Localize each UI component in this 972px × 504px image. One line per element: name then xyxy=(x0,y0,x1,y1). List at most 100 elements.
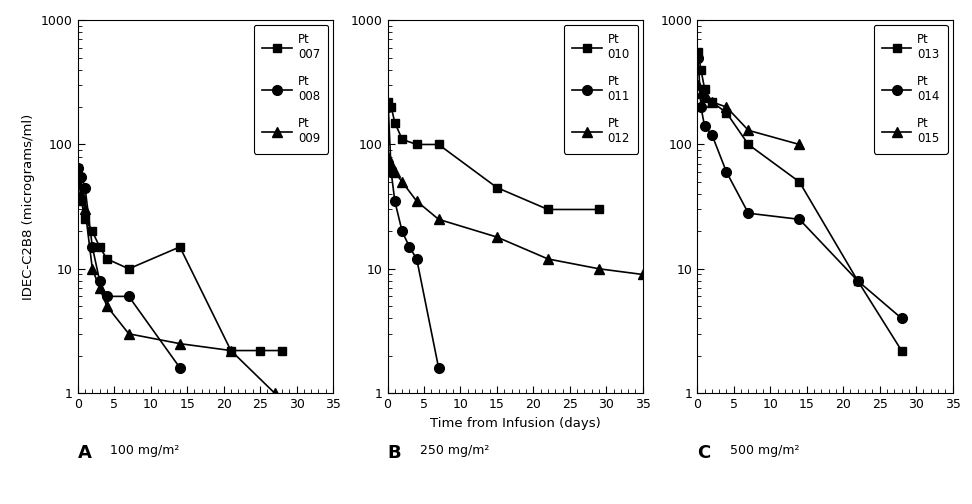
Pt
012 xyxy=(491,234,503,240)
Pt
013 xyxy=(895,348,907,354)
Pt
011 xyxy=(403,244,415,250)
Pt
015 xyxy=(743,128,754,134)
Pt
008 xyxy=(101,293,113,299)
Pt
014 xyxy=(720,169,732,175)
Text: 250 mg/m²: 250 mg/m² xyxy=(412,444,489,457)
Pt
008 xyxy=(80,184,91,191)
Line: Pt
009: Pt 009 xyxy=(74,177,280,398)
Pt
012 xyxy=(433,216,444,222)
Pt
008 xyxy=(123,293,135,299)
Line: Pt
012: Pt 012 xyxy=(383,152,647,279)
Text: B: B xyxy=(388,444,401,462)
Pt
007 xyxy=(76,198,87,204)
Pt
013 xyxy=(743,142,754,148)
Pt
014 xyxy=(743,210,754,216)
Pt
011 xyxy=(385,169,397,175)
Line: Pt
013: Pt 013 xyxy=(694,48,906,355)
Text: 500 mg/m²: 500 mg/m² xyxy=(721,444,799,457)
Legend: Pt
007, Pt
008, Pt
009: Pt 007, Pt 008, Pt 009 xyxy=(254,25,329,154)
Pt
009 xyxy=(80,207,91,213)
Pt
007 xyxy=(226,348,237,354)
Pt
009 xyxy=(269,390,281,396)
Pt
009 xyxy=(174,341,186,347)
Pt
011 xyxy=(397,228,408,234)
Pt
008 xyxy=(73,165,85,171)
Pt
007 xyxy=(174,244,186,250)
Pt
010 xyxy=(593,207,605,213)
Pt
007 xyxy=(80,216,91,222)
Legend: Pt
010, Pt
011, Pt
012: Pt 010, Pt 011, Pt 012 xyxy=(564,25,638,154)
Pt
009 xyxy=(73,179,85,185)
Pt
007 xyxy=(276,348,288,354)
Text: A: A xyxy=(78,444,91,462)
Pt
014 xyxy=(793,216,805,222)
Legend: Pt
013, Pt
014, Pt
015: Pt 013, Pt 014, Pt 015 xyxy=(874,25,948,154)
Pt
010 xyxy=(542,207,554,213)
Pt
011 xyxy=(389,198,400,204)
Pt
015 xyxy=(720,104,732,110)
Line: Pt
014: Pt 014 xyxy=(693,53,906,323)
Pt
008 xyxy=(174,365,186,371)
Line: Pt
007: Pt 007 xyxy=(74,172,286,355)
Pt
015 xyxy=(692,82,704,88)
Pt
010 xyxy=(411,142,423,148)
Pt
009 xyxy=(76,191,87,197)
Pt
013 xyxy=(695,67,707,73)
Pt
012 xyxy=(411,198,423,204)
Text: C: C xyxy=(697,444,711,462)
Line: Pt
010: Pt 010 xyxy=(384,98,604,214)
Pt
008 xyxy=(76,174,87,180)
Pt
015 xyxy=(793,142,805,148)
Pt
011 xyxy=(382,104,394,110)
Pt
014 xyxy=(706,132,717,138)
Pt
013 xyxy=(699,86,711,92)
X-axis label: Time from Infusion (days): Time from Infusion (days) xyxy=(430,416,601,429)
Pt
011 xyxy=(411,256,423,262)
Pt
007 xyxy=(73,174,85,180)
Line: Pt
008: Pt 008 xyxy=(74,163,185,372)
Pt
011 xyxy=(433,365,444,371)
Pt
012 xyxy=(382,154,394,160)
Line: Pt
011: Pt 011 xyxy=(383,102,443,372)
Pt
010 xyxy=(397,136,408,142)
Pt
012 xyxy=(389,169,400,175)
Pt
009 xyxy=(87,266,98,272)
Pt
009 xyxy=(101,303,113,309)
Pt
013 xyxy=(793,179,805,185)
Pt
008 xyxy=(94,278,106,284)
Y-axis label: IDEC-C2B8 (micrograms/ml): IDEC-C2B8 (micrograms/ml) xyxy=(22,113,35,300)
Pt
008 xyxy=(87,244,98,250)
Pt
013 xyxy=(720,110,732,116)
Pt
007 xyxy=(94,244,106,250)
Pt
012 xyxy=(542,256,554,262)
Pt
009 xyxy=(226,348,237,354)
Pt
012 xyxy=(637,272,648,278)
Pt
012 xyxy=(593,266,605,272)
Pt
014 xyxy=(699,123,711,130)
Pt
014 xyxy=(695,104,707,110)
Pt
007 xyxy=(87,228,98,234)
Pt
015 xyxy=(699,94,711,100)
Text: 100 mg/m²: 100 mg/m² xyxy=(102,444,180,457)
Pt
014 xyxy=(895,315,907,321)
Pt
013 xyxy=(692,49,704,55)
Pt
012 xyxy=(397,179,408,185)
Pt
007 xyxy=(101,256,113,262)
Pt
007 xyxy=(255,348,266,354)
Pt
015 xyxy=(695,90,707,96)
Pt
014 xyxy=(692,54,704,60)
Pt
009 xyxy=(94,285,106,291)
Pt
012 xyxy=(385,161,397,167)
Pt
010 xyxy=(433,142,444,148)
Pt
009 xyxy=(123,331,135,337)
Pt
010 xyxy=(382,99,394,105)
Pt
010 xyxy=(385,104,397,110)
Pt
014 xyxy=(851,278,863,284)
Line: Pt
015: Pt 015 xyxy=(693,80,804,149)
Pt
013 xyxy=(706,99,717,105)
Pt
010 xyxy=(389,119,400,125)
Pt
013 xyxy=(851,278,863,284)
Pt
015 xyxy=(706,99,717,105)
Pt
007 xyxy=(123,266,135,272)
Pt
010 xyxy=(491,184,503,191)
